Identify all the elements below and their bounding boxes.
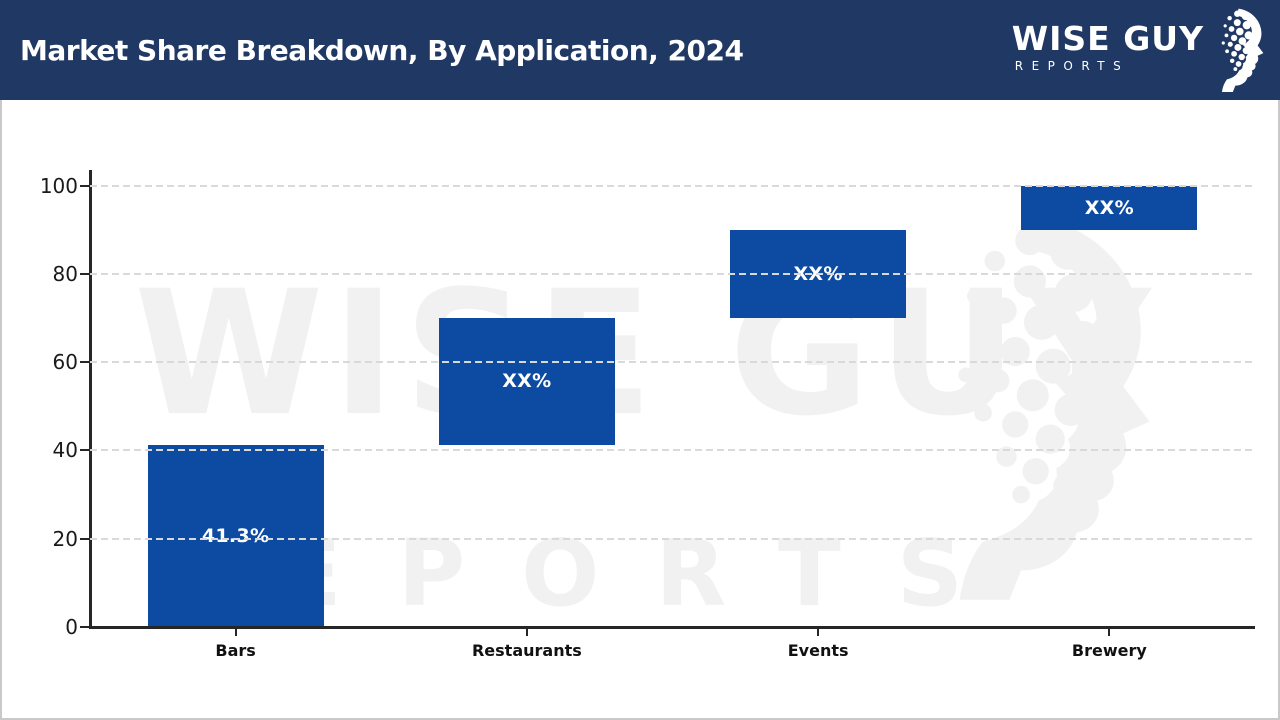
brand-subname: REPORTS [1014,59,1130,73]
x-tick-label-brewery: Brewery [1071,641,1147,660]
y-tick-mark [80,184,90,187]
logo-face-icon [1221,8,1264,92]
y-tick-mark [80,537,90,540]
x-tick-label-bars: Bars [215,641,256,660]
y-tick-label: 40 [52,438,78,463]
gridline-60 [90,361,1255,364]
bar-value-label: XX% [502,370,552,393]
y-tick-label: 100 [39,173,78,198]
brand-logo-text: WISE GUY REPORTS [1012,22,1204,73]
gridline-20 [90,537,1255,540]
y-tick-mark [80,272,90,275]
bar-bars: 41.3% [147,444,324,627]
y-tick-mark [80,626,90,628]
y-tick-label: 20 [52,526,78,551]
brand-name: WISE GUY [1011,19,1204,58]
x-tick-mark [1108,628,1111,636]
gridline-40 [90,449,1255,452]
bar-value-label: XX% [1084,196,1134,219]
brand-logo: WISE GUY REPORTS [1012,8,1268,92]
y-tick-label: 60 [52,350,78,375]
x-axis-line [90,626,1255,629]
y-axis-line [89,170,92,629]
x-tick-mark [234,628,237,636]
gridline-80 [90,272,1255,275]
x-tick-label-events: Events [787,641,849,660]
x-tick-mark [525,628,528,636]
bar-value-label: 41.3% [201,524,270,547]
y-tick-mark [80,361,90,364]
chart-area: WISE GUY REPORTS 41.3% XX% XX% XX% 0 20 40 60 80… [0,100,1280,720]
y-tick-label: 0 [65,615,78,639]
x-tick-mark [817,628,820,636]
bar-restaurants: XX% [438,317,615,445]
gridline-100 [90,184,1255,187]
y-tick-label: 80 [52,261,78,286]
y-tick-mark [80,449,90,452]
watermark-face-icon [958,217,1150,600]
chart-title: Market Share Breakdown, By Application, … [20,33,744,67]
x-tick-label-restaurants: Restaurants [471,641,582,660]
bar-brewery: XX% [1021,185,1198,230]
header-band: Market Share Breakdown, By Application, … [0,0,1280,100]
